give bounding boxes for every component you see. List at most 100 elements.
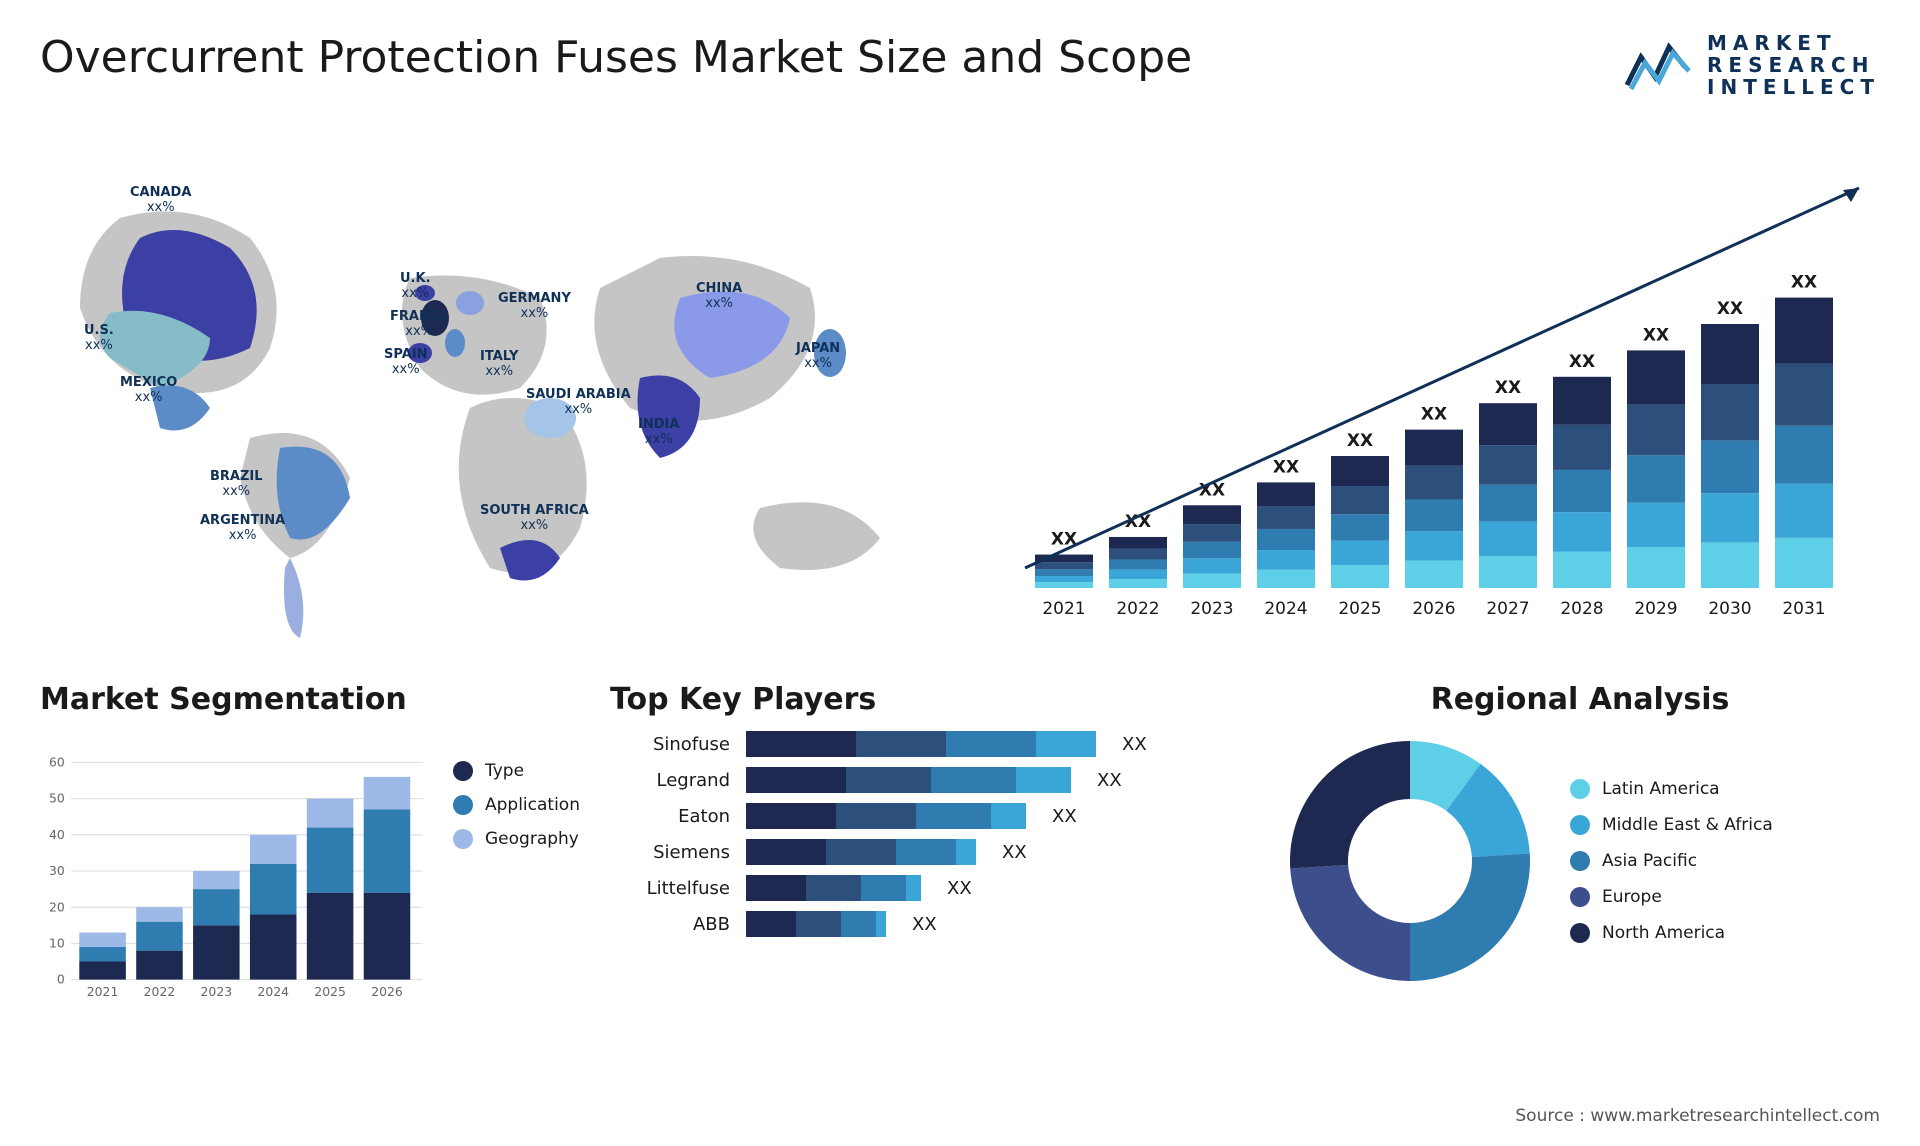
map-label: BRAZILxx% bbox=[210, 470, 263, 500]
svg-text:2022: 2022 bbox=[144, 984, 176, 999]
player-bar bbox=[746, 767, 1071, 793]
player-bar bbox=[746, 911, 886, 937]
forecast-svg: XX 2021 XX 2022 XX 2023 XX 2024 XX 2025 XX 2026 XX 20… bbox=[1000, 128, 1880, 648]
player-bar bbox=[746, 731, 1096, 757]
player-row: Sinofuse XX bbox=[610, 731, 1250, 757]
legend-item: Asia Pacific bbox=[1570, 851, 1773, 871]
legend-item: Middle East & Africa bbox=[1570, 815, 1773, 835]
map-label: ITALYxx% bbox=[480, 350, 518, 380]
page-title: Overcurrent Protection Fuses Market Size… bbox=[40, 32, 1192, 83]
map-label: GERMANYxx% bbox=[498, 292, 571, 322]
logo-text: MARKET RESEARCH INTELLECT bbox=[1707, 32, 1880, 98]
bottom-row: Market Segmentation 01020304050602021202… bbox=[40, 682, 1880, 1011]
player-bar bbox=[746, 875, 921, 901]
svg-text:2025: 2025 bbox=[314, 984, 346, 999]
map-label: SOUTH AFRICAxx% bbox=[480, 504, 589, 534]
player-value: XX bbox=[1002, 842, 1027, 863]
map-label: SAUDI ARABIAxx% bbox=[526, 388, 631, 418]
map-label: U.K.xx% bbox=[400, 272, 431, 302]
svg-text:60: 60 bbox=[49, 755, 65, 770]
svg-text:2026: 2026 bbox=[371, 984, 403, 999]
svg-text:2028: 2028 bbox=[1560, 599, 1603, 619]
legend-item: Europe bbox=[1570, 887, 1773, 907]
map-label: ARGENTINAxx% bbox=[200, 514, 285, 544]
player-value: XX bbox=[1122, 734, 1147, 755]
player-name: Legrand bbox=[610, 770, 730, 791]
map-label: U.S.xx% bbox=[84, 324, 114, 354]
map-label: CHINAxx% bbox=[696, 282, 742, 312]
svg-text:XX: XX bbox=[1643, 325, 1669, 345]
player-row: Legrand XX bbox=[610, 767, 1250, 793]
svg-text:XX: XX bbox=[1791, 273, 1817, 293]
source-text: Source : www.marketresearchintellect.com bbox=[1515, 1106, 1880, 1126]
logo-icon bbox=[1623, 37, 1693, 93]
svg-text:30: 30 bbox=[49, 863, 65, 878]
players-title: Top Key Players bbox=[610, 682, 1250, 717]
svg-text:2022: 2022 bbox=[1116, 599, 1159, 619]
svg-text:2026: 2026 bbox=[1412, 599, 1455, 619]
players-list: SinofuseXXLegrandXXEatonXXSiemensXXLitte… bbox=[610, 731, 1250, 937]
player-name: Sinofuse bbox=[610, 734, 730, 755]
regional-legend: Latin AmericaMiddle East & AfricaAsia Pa… bbox=[1570, 779, 1773, 943]
player-value: XX bbox=[947, 878, 972, 899]
donut-svg bbox=[1280, 731, 1540, 991]
svg-text:2024: 2024 bbox=[257, 984, 289, 999]
header: Overcurrent Protection Fuses Market Size… bbox=[40, 32, 1880, 98]
player-value: XX bbox=[1052, 806, 1077, 827]
logo-line: RESEARCH bbox=[1707, 54, 1880, 76]
player-row: Eaton XX bbox=[610, 803, 1250, 829]
segmentation-svg: 0102030405060202120222023202420252026 bbox=[40, 731, 433, 1011]
svg-text:40: 40 bbox=[49, 827, 65, 842]
logo-line: MARKET bbox=[1707, 32, 1880, 54]
svg-text:2029: 2029 bbox=[1634, 599, 1677, 619]
svg-text:2027: 2027 bbox=[1486, 599, 1529, 619]
player-bar bbox=[746, 803, 1026, 829]
segmentation-section: Market Segmentation 01020304050602021202… bbox=[40, 682, 580, 1011]
segmentation-title: Market Segmentation bbox=[40, 682, 580, 717]
map-label: FRANCExx% bbox=[390, 310, 448, 340]
top-row: CANADAxx% U.S.xx%MEXICOxx% BRAZILxx% ARGENT… bbox=[40, 128, 1880, 652]
map-label: SPAINxx% bbox=[384, 348, 427, 378]
legend-item: Geography bbox=[453, 829, 580, 849]
player-name: Siemens bbox=[610, 842, 730, 863]
svg-text:XX: XX bbox=[1347, 431, 1373, 451]
svg-text:2030: 2030 bbox=[1708, 599, 1751, 619]
svg-text:2023: 2023 bbox=[201, 984, 233, 999]
player-row: Littelfuse XX bbox=[610, 875, 1250, 901]
svg-text:50: 50 bbox=[49, 791, 65, 806]
logo: MARKET RESEARCH INTELLECT bbox=[1623, 32, 1880, 98]
player-bar bbox=[746, 839, 976, 865]
forecast-chart: XX 2021 XX 2022 XX 2023 XX 2024 XX 2025 XX 2026 XX 20… bbox=[1000, 128, 1880, 652]
player-row: Siemens XX bbox=[610, 839, 1250, 865]
svg-text:XX: XX bbox=[1717, 299, 1743, 319]
map-label: CANADAxx% bbox=[130, 186, 191, 216]
legend-item: North America bbox=[1570, 923, 1773, 943]
world-map: CANADAxx% U.S.xx%MEXICOxx% BRAZILxx% ARGENT… bbox=[40, 128, 960, 648]
svg-text:XX: XX bbox=[1421, 405, 1447, 425]
svg-text:2031: 2031 bbox=[1782, 599, 1825, 619]
svg-text:2025: 2025 bbox=[1338, 599, 1381, 619]
player-value: XX bbox=[912, 914, 937, 935]
map-label: INDIAxx% bbox=[638, 418, 679, 448]
svg-text:XX: XX bbox=[1569, 352, 1595, 372]
legend-item: Application bbox=[453, 795, 580, 815]
svg-text:10: 10 bbox=[49, 936, 65, 951]
player-value: XX bbox=[1097, 770, 1122, 791]
segmentation-legend: Type Application Geography bbox=[453, 761, 580, 849]
regional-title: Regional Analysis bbox=[1280, 682, 1880, 717]
svg-text:2021: 2021 bbox=[87, 984, 119, 999]
svg-text:2024: 2024 bbox=[1264, 599, 1307, 619]
map-label: MEXICOxx% bbox=[120, 376, 177, 406]
svg-text:0: 0 bbox=[57, 972, 65, 987]
svg-text:2021: 2021 bbox=[1042, 599, 1085, 619]
regional-section: Regional Analysis Latin AmericaMiddle Ea… bbox=[1280, 682, 1880, 1011]
legend-item: Type bbox=[453, 761, 580, 781]
svg-text:XX: XX bbox=[1495, 378, 1521, 398]
logo-line: INTELLECT bbox=[1707, 76, 1880, 98]
svg-text:2023: 2023 bbox=[1190, 599, 1233, 619]
player-row: ABB XX bbox=[610, 911, 1250, 937]
map-label: JAPANxx% bbox=[796, 342, 840, 372]
player-name: Eaton bbox=[610, 806, 730, 827]
player-name: Littelfuse bbox=[610, 878, 730, 899]
player-name: ABB bbox=[610, 914, 730, 935]
